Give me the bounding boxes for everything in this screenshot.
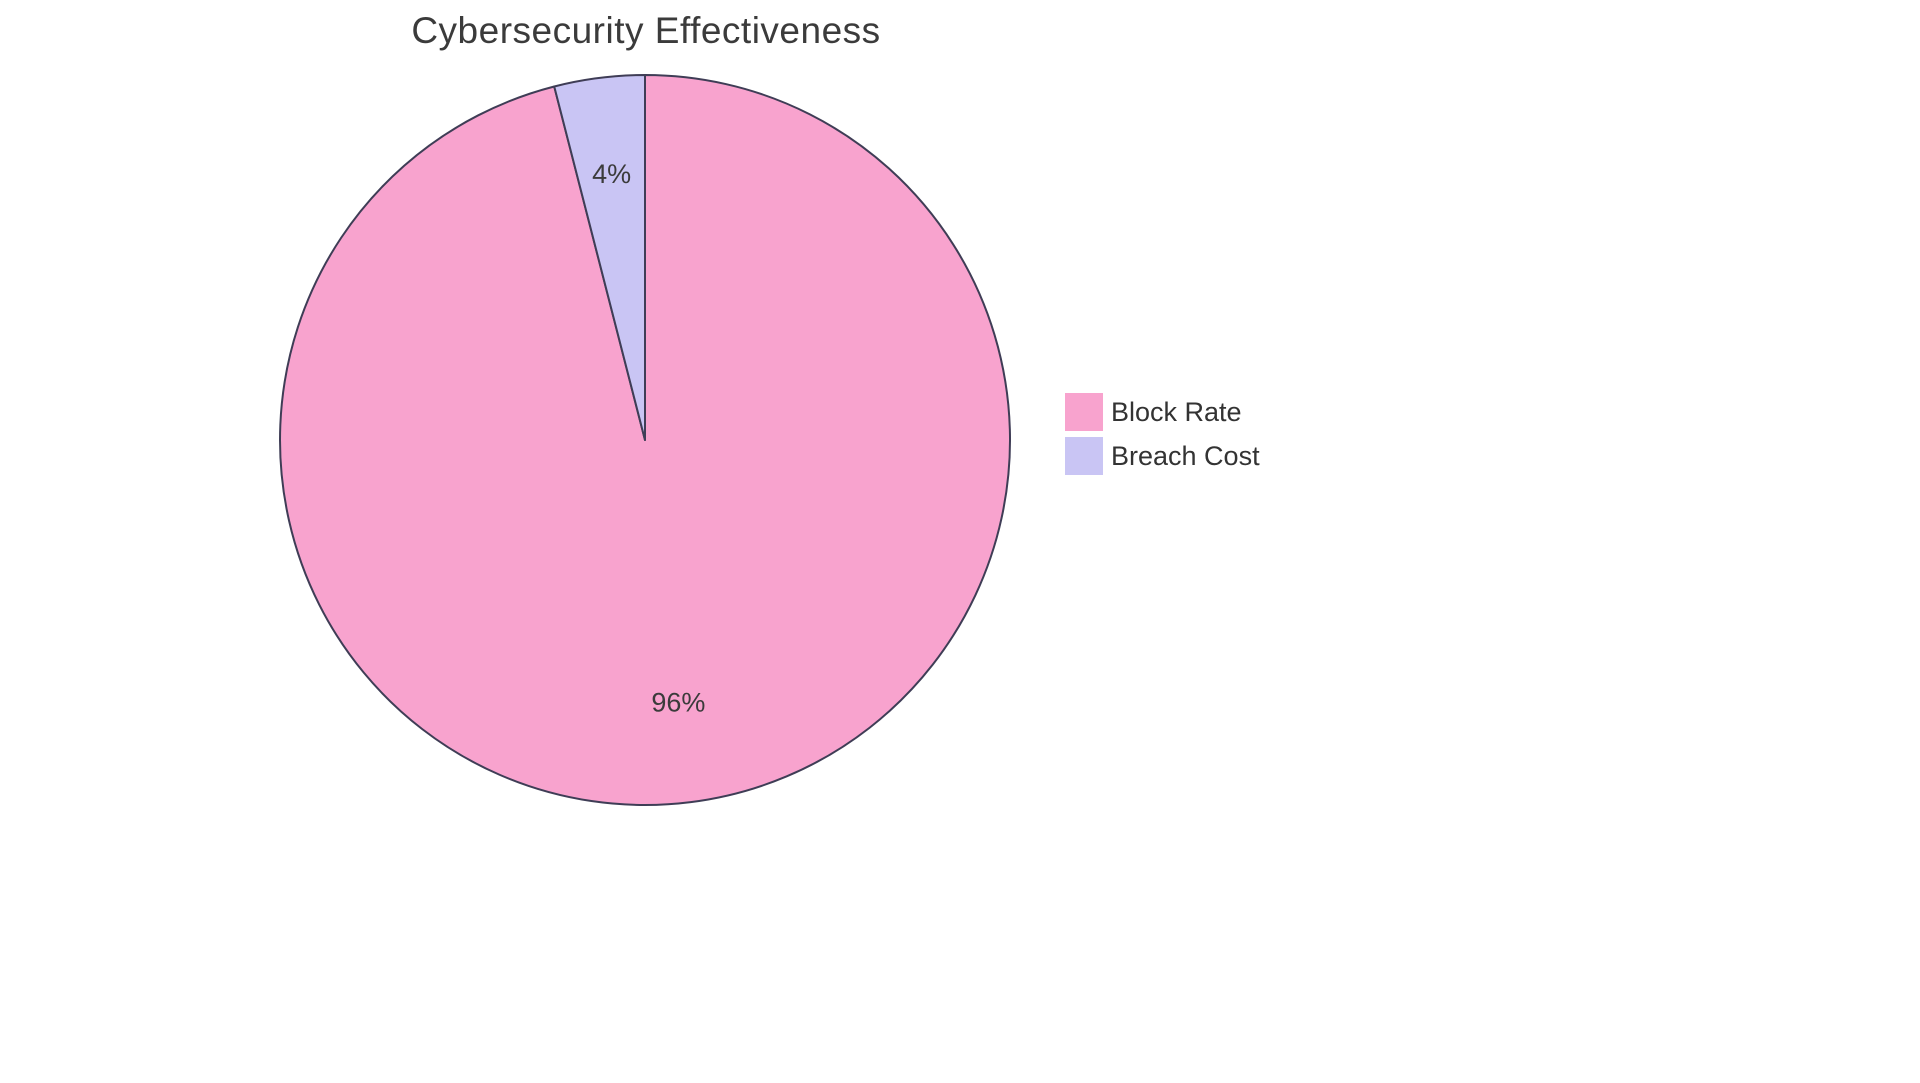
legend-swatch-breach-cost: [1065, 437, 1103, 475]
legend-label-breach-cost: Breach Cost: [1111, 440, 1260, 471]
legend-swatch-block-rate: [1065, 393, 1103, 431]
legend-item: Block Rate: [1065, 393, 1260, 431]
pie-slice-value-block-rate: 96%: [651, 687, 705, 717]
pie-slice-breach-cost: [553, 74, 646, 441]
pie-slice-value-breach-cost: 4%: [592, 159, 631, 189]
chart-title: Cybersecurity Effectiveness: [411, 10, 881, 51]
legend-label-block-rate: Block Rate: [1111, 396, 1242, 427]
legend: Block Rate Breach Cost: [1065, 393, 1260, 475]
legend-item: Breach Cost: [1065, 437, 1260, 475]
